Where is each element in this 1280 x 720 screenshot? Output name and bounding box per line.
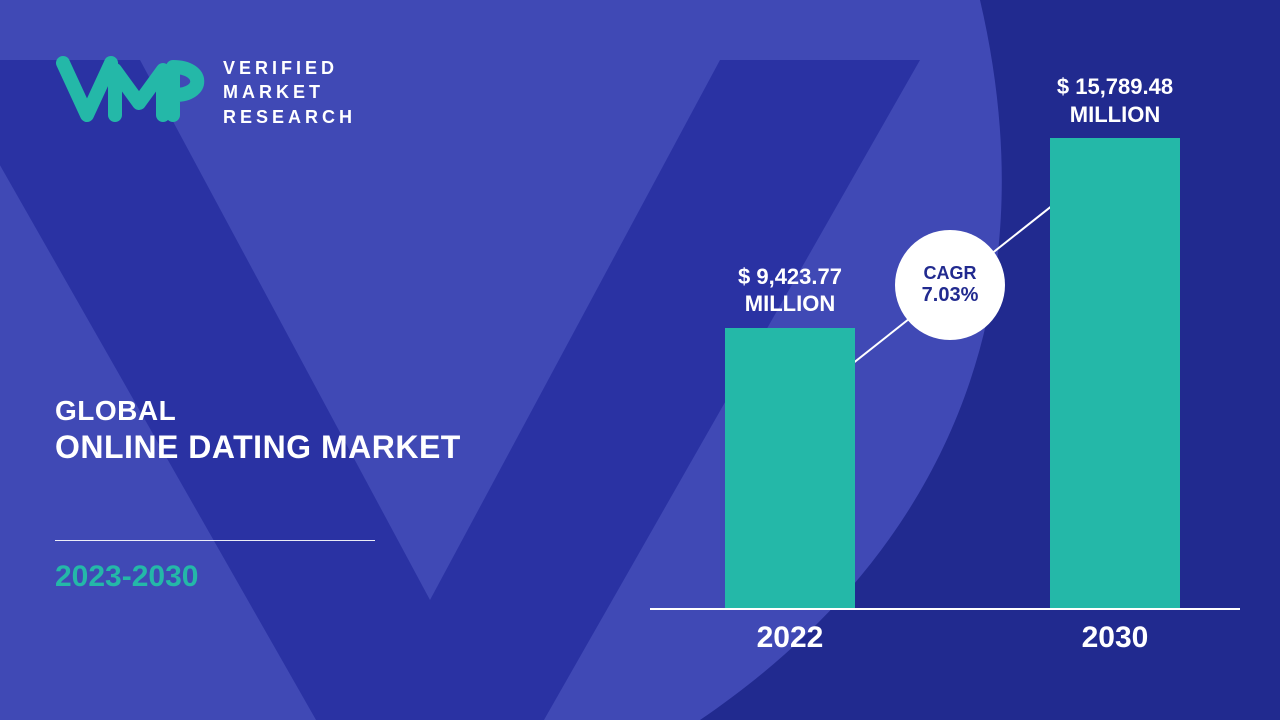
bar-value-label-2022: $ 9,423.77MILLION	[690, 263, 890, 318]
title-line2: ONLINE DATING MARKET	[55, 429, 461, 466]
bar-chart: CAGR 7.03% $ 9,423.77MILLION2022$ 15,789…	[650, 50, 1240, 610]
x-label-2022: 2022	[690, 621, 890, 655]
bar-value-label-2030: $ 15,789.48MILLION	[1015, 73, 1215, 128]
cagr-label: CAGR	[924, 263, 977, 284]
logo-line1: VERIFIED	[223, 56, 356, 80]
x-label-2030: 2030	[1015, 621, 1215, 655]
title-line1: GLOBAL	[55, 395, 461, 427]
vmr-logo-mark	[55, 55, 205, 130]
bar-2022	[725, 328, 855, 609]
logo-line3: RESEARCH	[223, 105, 356, 129]
cagr-value: 7.03%	[922, 284, 979, 307]
forecast-period: 2023-2030	[55, 560, 198, 594]
cagr-badge: CAGR 7.03%	[895, 230, 1005, 340]
vmr-logo-text: VERIFIED MARKET RESEARCH	[223, 56, 356, 129]
bar-2030	[1050, 138, 1180, 608]
title-divider	[55, 540, 375, 541]
x-axis	[650, 608, 1240, 610]
logo-line2: MARKET	[223, 80, 356, 104]
infographic-canvas: VERIFIED MARKET RESEARCH GLOBAL ONLINE D…	[0, 0, 1280, 720]
title-block: GLOBAL ONLINE DATING MARKET	[55, 395, 461, 466]
vmr-logo: VERIFIED MARKET RESEARCH	[55, 55, 356, 130]
